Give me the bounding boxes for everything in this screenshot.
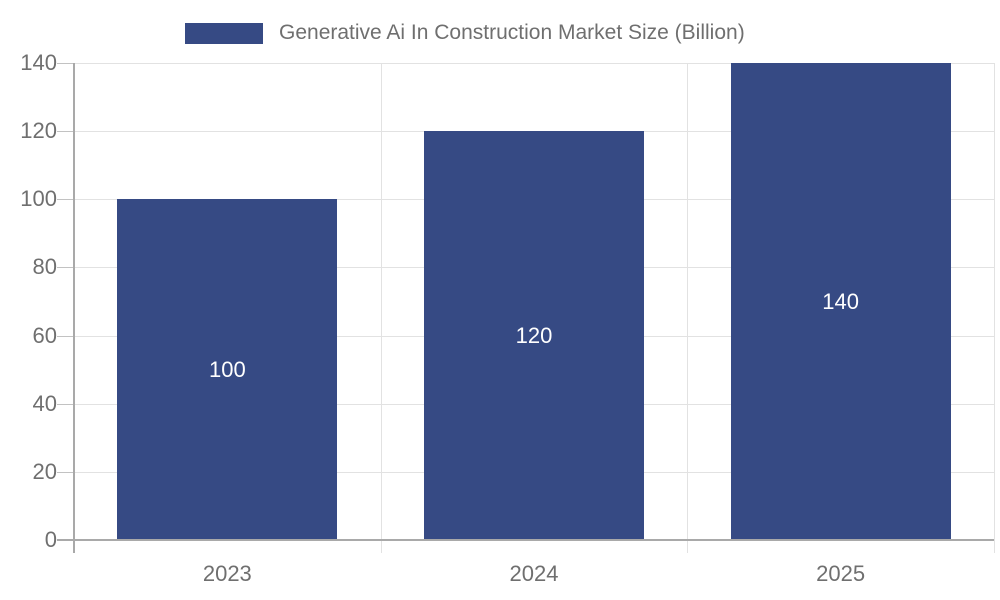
y-tick-label: 60 [32,322,57,348]
bar-value-label: 100 [208,356,246,382]
bar-2025 [730,63,951,540]
y-tick-mark [57,471,74,473]
bar-2023 [117,199,338,540]
y-tick-label: 120 [20,118,57,144]
legend-label: Generative Ai In Construction Market Siz… [279,21,745,44]
y-gridline [74,63,994,64]
x-axis-line [57,539,994,541]
y-tick-mark [57,267,74,269]
x-gridline [687,63,689,553]
y-tick-label: 20 [32,458,57,484]
y-tick-label: 80 [32,254,57,280]
y-tick-mark [57,403,74,405]
y-tick-label: 40 [32,390,57,416]
y-tick-mark [57,131,74,133]
y-tick-label: 140 [20,50,57,75]
x-gridline [380,63,382,553]
y-tick-mark [57,63,74,64]
x-tick-label: 2024 [509,561,559,586]
bar-value-label: 120 [515,322,553,348]
y-tick-label: 0 [44,527,57,552]
x-tick-label: 2023 [202,561,252,586]
bar-value-label: 140 [822,288,860,314]
y-axis-line [73,63,75,553]
y-tick-label: 100 [20,186,57,212]
y-tick-mark [57,199,74,201]
x-tick-label: 2025 [816,561,866,586]
bar-2024 [424,131,644,540]
chart-legend: Generative Ai In Construction Market Siz… [185,20,745,46]
y-tick-mark [57,335,74,337]
x-gridline [994,63,995,553]
legend-swatch [185,22,263,44]
